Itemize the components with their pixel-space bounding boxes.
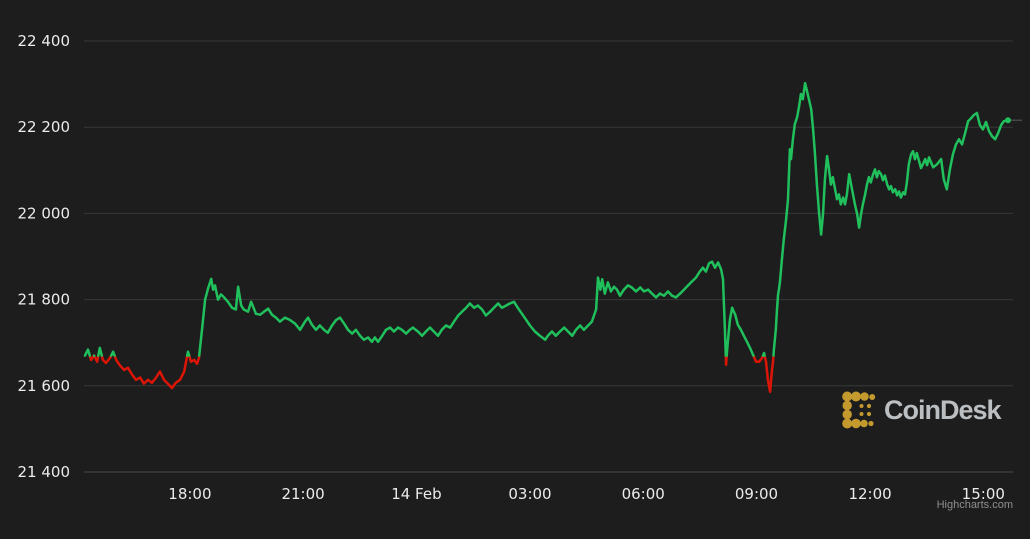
x-axis-label: 09:00 <box>735 485 778 503</box>
last-price-marker <box>1005 117 1011 124</box>
x-axis-label: 18:00 <box>168 485 211 503</box>
x-axis-label: 14 Feb <box>391 485 441 503</box>
x-axis-label: 06:00 <box>622 485 665 503</box>
x-axis-label: 15:00 <box>962 485 1005 503</box>
y-axis-label: 21 800 <box>18 291 71 309</box>
x-axis-label: 21:00 <box>281 485 324 503</box>
y-axis-label: 22 200 <box>18 118 71 136</box>
coindesk-logo-icon <box>842 391 876 429</box>
coindesk-wordmark: CoinDesk <box>884 395 1002 425</box>
price-line-down-segments <box>88 354 775 394</box>
x-axis-label: 03:00 <box>508 485 551 503</box>
y-axis-label: 22 000 <box>18 204 71 222</box>
price-line-up-segments <box>83 81 1010 357</box>
y-axis-label: 21 400 <box>18 463 71 481</box>
y-axis-label: 21 600 <box>18 377 71 395</box>
y-axis-label: 22 400 <box>18 32 71 50</box>
highcharts-credit-link[interactable]: Highcharts.com <box>936 499 1013 511</box>
x-axis-label: 12:00 <box>848 485 891 503</box>
coindesk-watermark: CoinDesk <box>842 391 1002 429</box>
